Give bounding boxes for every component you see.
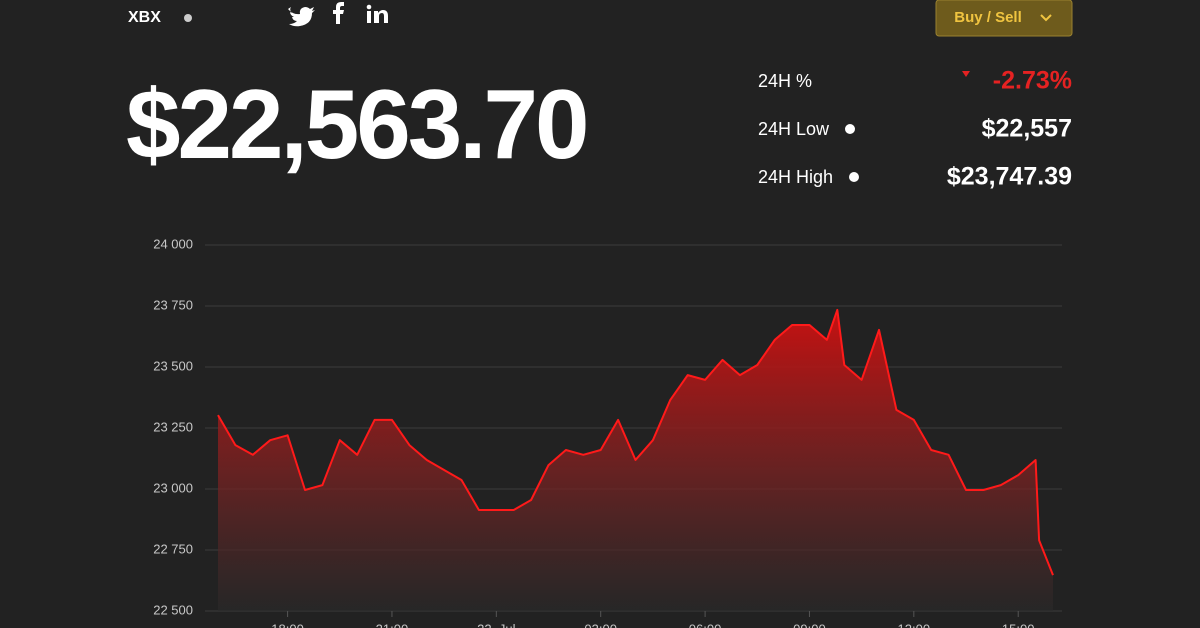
info-icon[interactable] — [845, 124, 855, 134]
y-tick-label: 23 000 — [153, 480, 193, 495]
x-tick-label: 06:00 — [689, 621, 722, 628]
ticker: XBX — [128, 9, 161, 26]
y-tick-label: 23 250 — [153, 419, 193, 434]
button-bg[interactable] — [935, 0, 1073, 37]
x-tick-label: 03:00 — [584, 621, 617, 628]
stat-value: $23,747.39 — [947, 163, 1072, 191]
price: $22,563.70 — [126, 69, 586, 179]
facebook-icon[interactable] — [333, 2, 344, 24]
twitter-icon[interactable] — [288, 7, 315, 27]
stat-label: 24H % — [758, 71, 812, 91]
x-tick-label: 12:00 — [898, 621, 931, 628]
x-tick-label: 21:00 — [376, 621, 409, 628]
y-tick-label: 24 000 — [153, 236, 193, 251]
chevron — [1040, 14, 1052, 22]
line — [217, 308, 1054, 576]
y-tick-label: 22 500 — [153, 602, 193, 617]
info-icon[interactable] — [849, 172, 859, 182]
buy-sell-button[interactable]: Buy / Sell — [935, 0, 1073, 37]
stat-value: $22,557 — [982, 115, 1072, 143]
x-tick-label: 22. Jul — [477, 621, 515, 628]
stat-label: 24H Low — [758, 119, 830, 139]
x-tick-label: 09:00 — [793, 621, 826, 628]
x-tick-label: 15:00 — [1002, 621, 1035, 628]
down-arrow — [962, 71, 970, 77]
ticker-icon — [184, 14, 192, 22]
y-tick-label: 23 500 — [153, 358, 193, 373]
y-tick-label: 22 750 — [153, 541, 193, 556]
button-label[interactable]: Buy / Sell — [954, 9, 1022, 26]
stat-value: -2.73% — [993, 67, 1072, 95]
y-tick-label: 23 750 — [153, 297, 193, 312]
x-tick-label: 18:00 — [271, 621, 304, 628]
linkedin-icon[interactable] — [366, 4, 388, 23]
stat-label: 24H High — [758, 167, 833, 187]
